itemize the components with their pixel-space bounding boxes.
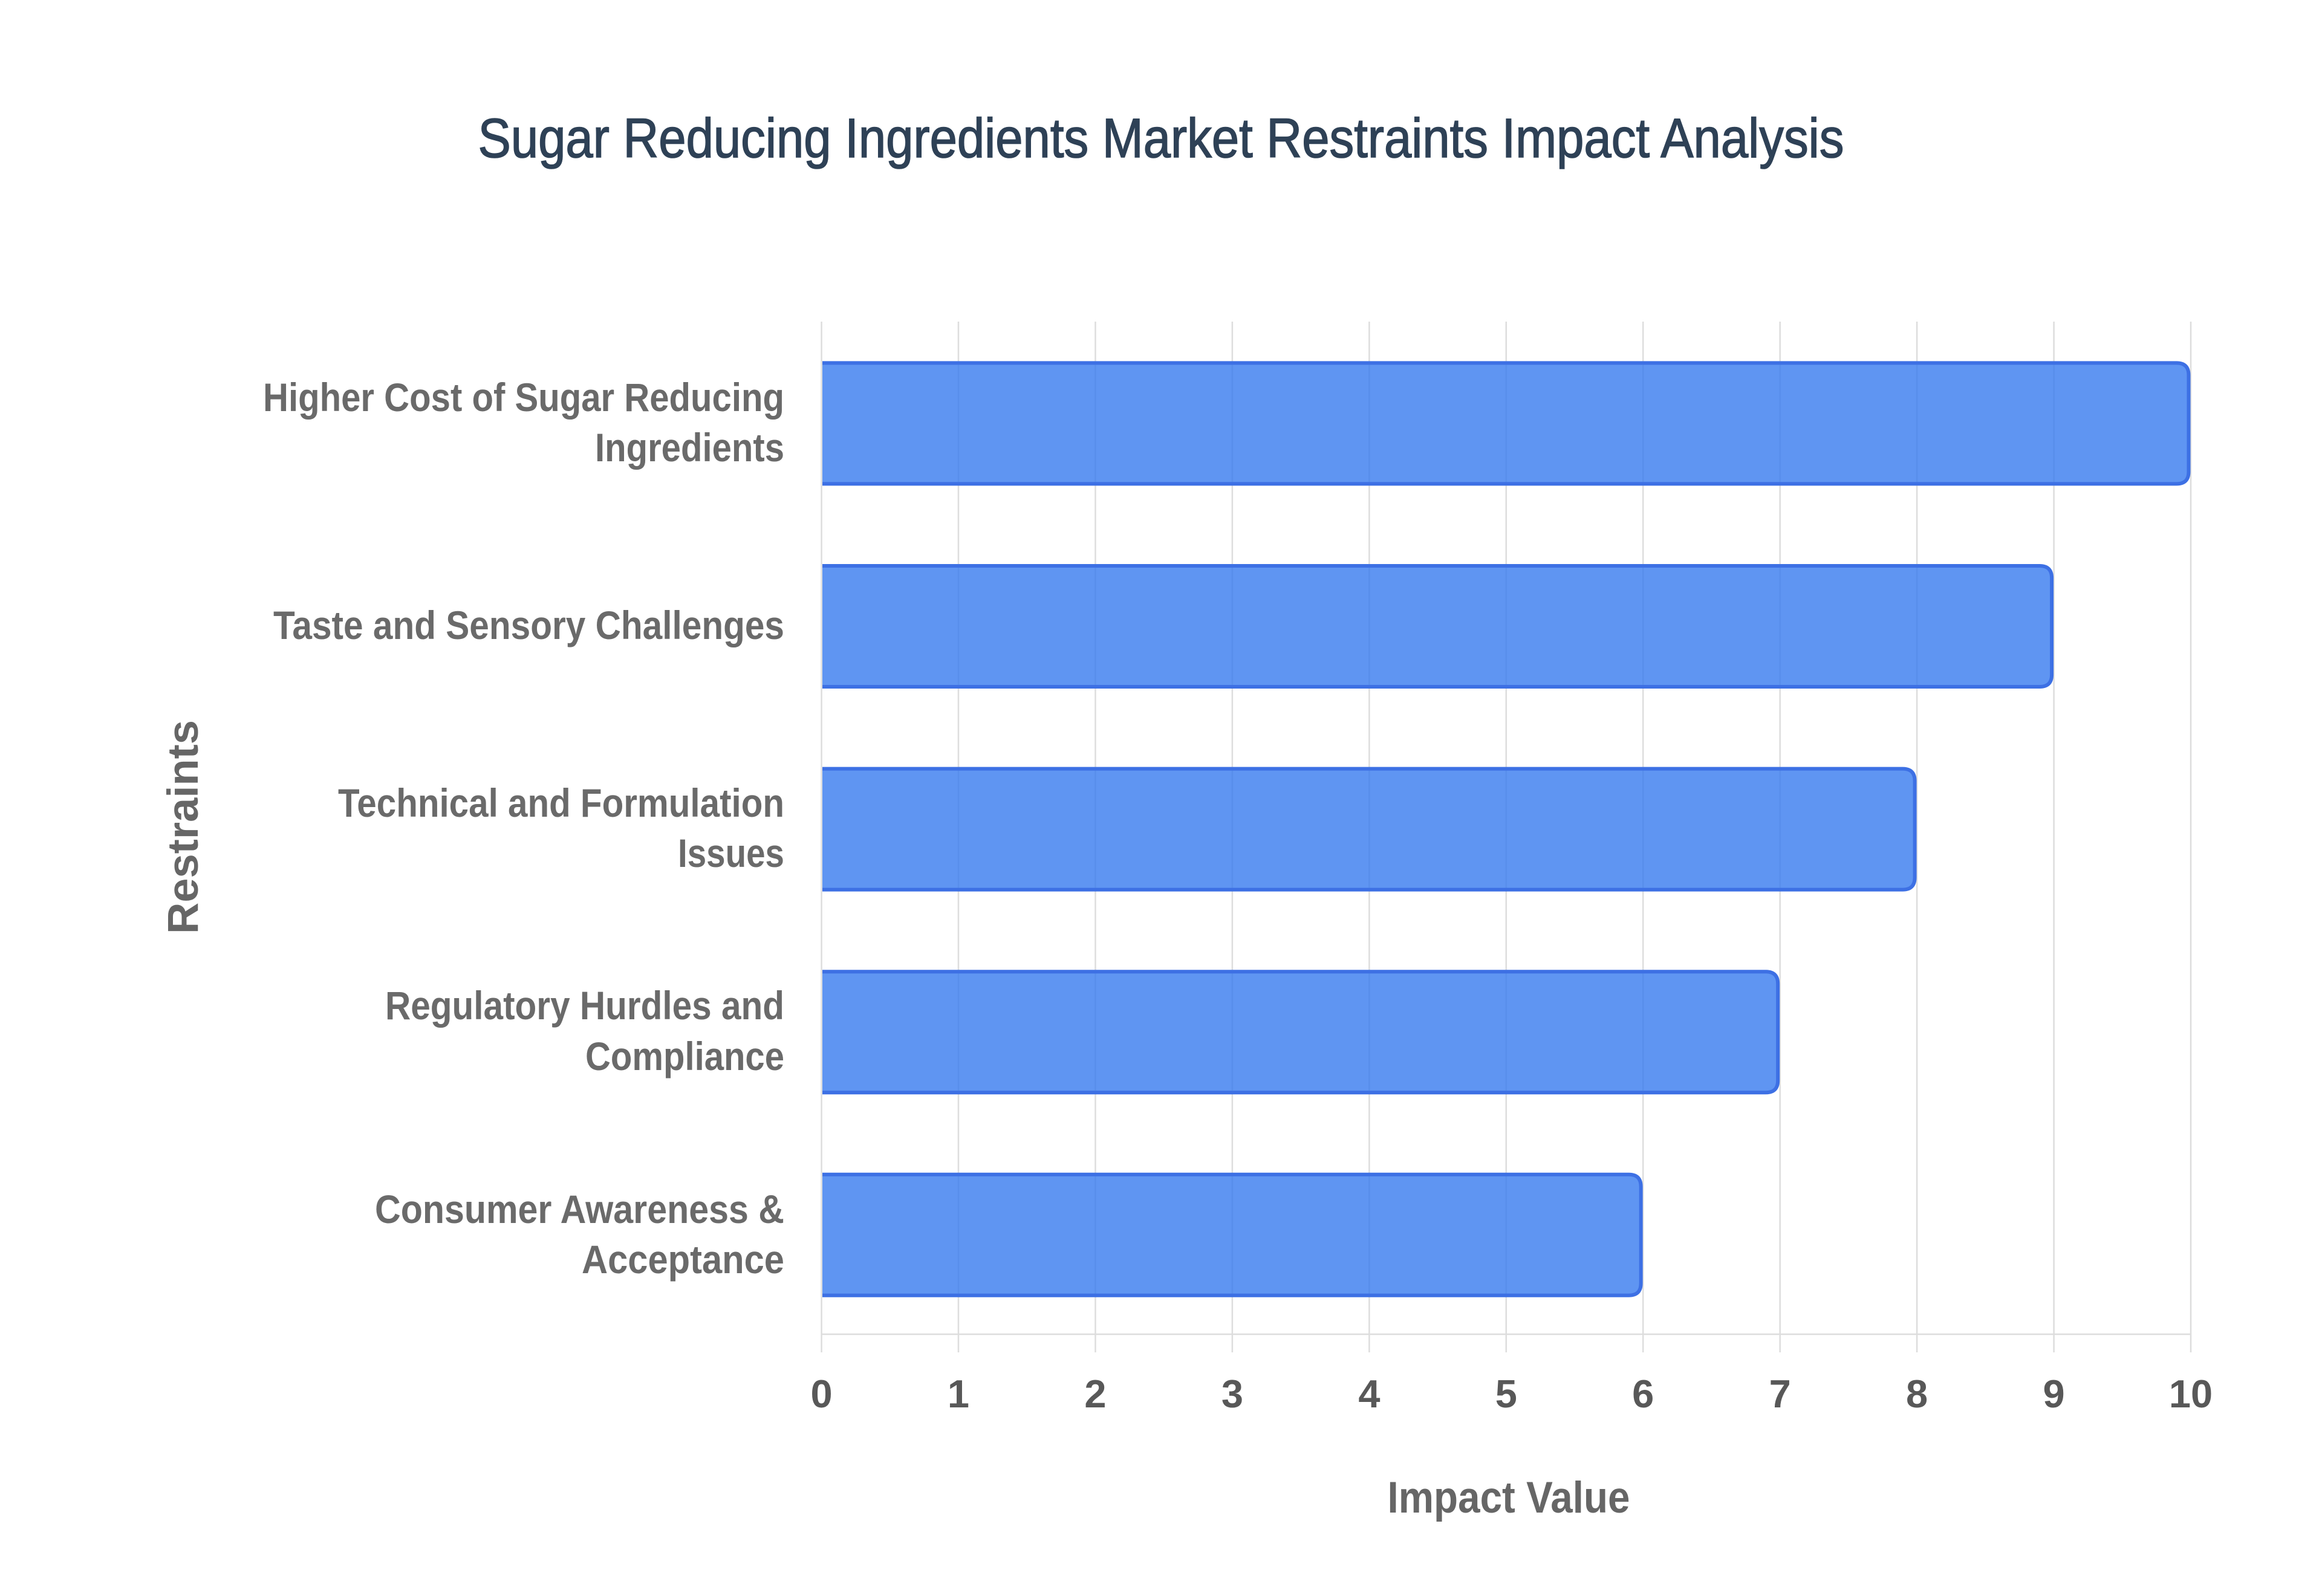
svg-text:Impact Value: Impact Value xyxy=(1388,1473,1630,1522)
svg-text:Sugar Reducing Ingredients Mar: Sugar Reducing Ingredients Market Restra… xyxy=(478,108,1844,169)
svg-text:1: 1 xyxy=(948,1372,969,1416)
svg-text:Acceptance: Acceptance xyxy=(582,1237,784,1282)
svg-text:Issues: Issues xyxy=(678,831,784,875)
svg-text:7: 7 xyxy=(1769,1372,1791,1416)
svg-text:2: 2 xyxy=(1084,1372,1106,1416)
svg-text:3: 3 xyxy=(1221,1372,1243,1416)
svg-text:Higher Cost of Sugar Reducing: Higher Cost of Sugar Reducing xyxy=(263,375,784,420)
svg-text:Ingredients: Ingredients xyxy=(595,425,784,470)
svg-text:10: 10 xyxy=(2169,1372,2213,1416)
svg-text:6: 6 xyxy=(1632,1372,1654,1416)
svg-text:Taste and Sensory Challenges: Taste and Sensory Challenges xyxy=(273,603,784,647)
svg-text:Restraints: Restraints xyxy=(160,720,207,934)
svg-text:4: 4 xyxy=(1358,1372,1380,1416)
svg-text:Compliance: Compliance xyxy=(585,1034,784,1079)
svg-text:0: 0 xyxy=(811,1372,833,1416)
svg-text:9: 9 xyxy=(2043,1372,2065,1416)
svg-text:Technical and Formulation: Technical and Formulation xyxy=(338,780,784,825)
svg-text:8: 8 xyxy=(1906,1372,1928,1416)
svg-text:Regulatory Hurdles and: Regulatory Hurdles and xyxy=(385,983,784,1028)
svg-text:5: 5 xyxy=(1495,1372,1517,1416)
svg-text:Consumer Awareness &: Consumer Awareness & xyxy=(375,1187,784,1231)
